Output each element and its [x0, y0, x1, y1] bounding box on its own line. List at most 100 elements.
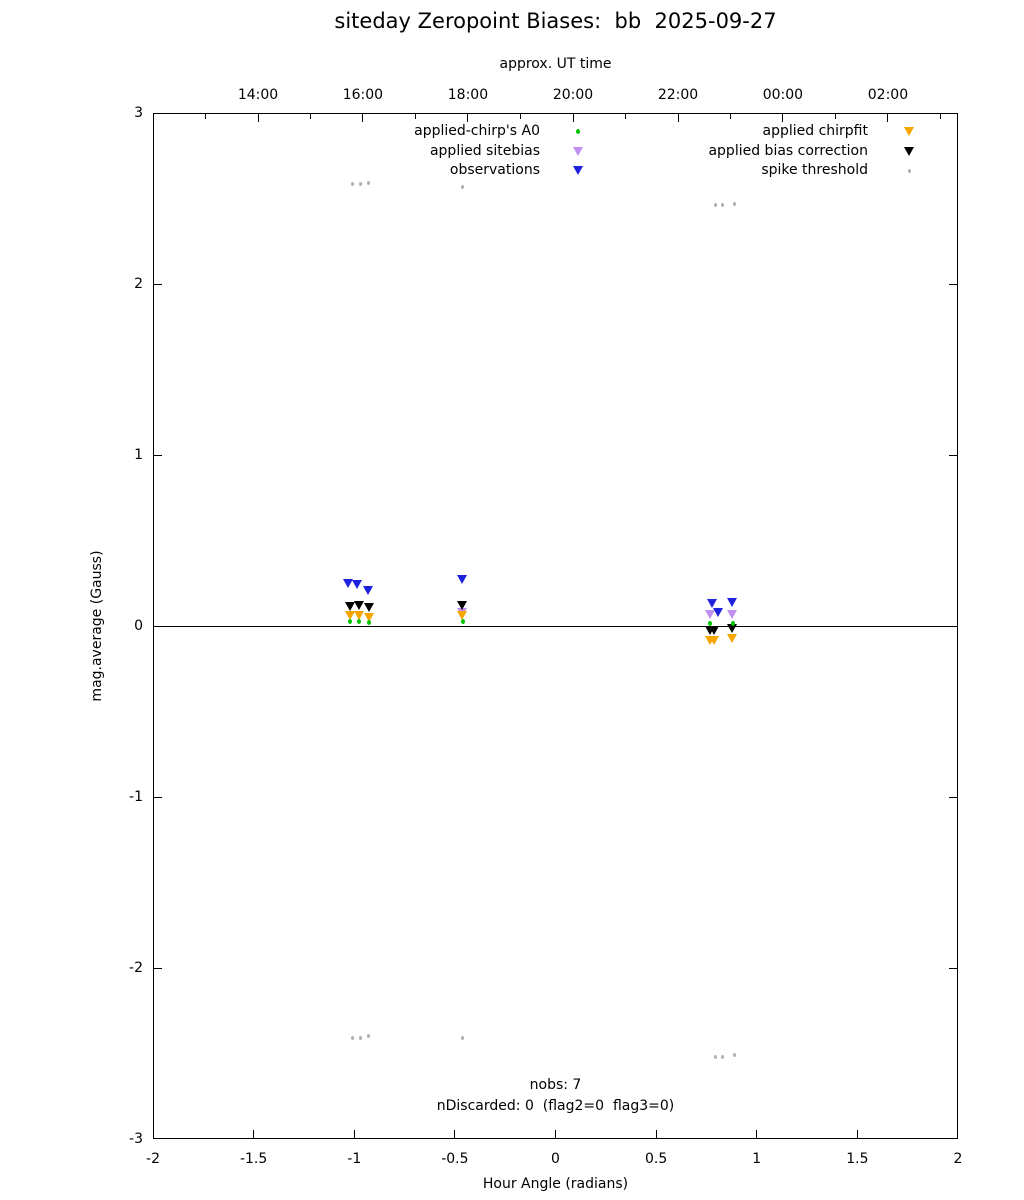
- y-tick-label: -3: [129, 1131, 143, 1147]
- marker-chirpfit: [344, 611, 355, 621]
- x-tick-label: -2: [146, 1151, 160, 1167]
- y-tick-mirror: [949, 283, 957, 285]
- y-tick-label: -2: [129, 960, 143, 976]
- y-tick-mirror: [949, 796, 957, 798]
- marker-spike: [358, 1036, 362, 1041]
- marker-observations: [457, 575, 468, 585]
- ut-tick: [257, 114, 259, 122]
- zero-line: [153, 625, 958, 627]
- y-tick: [154, 967, 162, 969]
- marker-chirpfit: [727, 634, 738, 644]
- legend-marker-sitebias: [572, 146, 583, 156]
- marker-chirpfit: [353, 611, 364, 621]
- marker-spike: [461, 184, 465, 189]
- ut-tick-label: 22:00: [657, 87, 699, 103]
- x-tick-label: -1: [347, 1151, 362, 1167]
- marker-a0: [708, 620, 713, 626]
- marker-biascorr: [344, 601, 355, 611]
- marker-spike: [350, 1036, 354, 1041]
- ut-tick: [519, 114, 521, 119]
- ndiscarded-annotation: nDiscarded: 0 (flag2=0 flag3=0): [436, 1098, 675, 1114]
- ut-tick-label: 14:00: [237, 87, 279, 103]
- legend-label-observations: observations: [449, 162, 540, 178]
- marker-observations: [706, 599, 717, 609]
- marker-spike: [461, 1036, 465, 1041]
- marker-observations: [342, 578, 353, 588]
- marker-a0: [357, 619, 362, 625]
- x-tick: [253, 1130, 255, 1138]
- x-tick: [454, 1130, 456, 1138]
- x-tick: [756, 1130, 758, 1138]
- marker-observations: [727, 597, 738, 607]
- marker-a0: [460, 619, 465, 625]
- x-tick: [856, 1130, 858, 1138]
- nobs-annotation: nobs: 7: [529, 1077, 582, 1093]
- y-tick: [154, 454, 162, 456]
- y-tick-label: 1: [134, 447, 143, 463]
- x-tick-label: -0.5: [441, 1151, 469, 1167]
- ut-tick: [310, 114, 312, 119]
- marker-observations: [362, 585, 373, 595]
- ut-tick: [677, 114, 679, 122]
- ut-tick-label: 16:00: [342, 87, 384, 103]
- legend-marker-chirpfit: [903, 127, 914, 136]
- legend-label-chirpfit: applied chirpfit: [762, 123, 869, 139]
- ut-tick: [834, 114, 836, 119]
- ut-tick: [730, 114, 732, 119]
- ut-tick: [625, 114, 627, 119]
- legend-label-a0: applied-chirp's A0: [414, 123, 540, 139]
- legend-label-spike: spike threshold: [761, 162, 868, 178]
- marker-spike: [366, 181, 370, 186]
- x-tick: [353, 1130, 355, 1138]
- x-axis-label: Hour Angle (radians): [482, 1176, 629, 1192]
- x-tick-label: 0: [551, 1151, 560, 1167]
- marker-spike: [713, 203, 717, 208]
- marker-spike: [358, 181, 362, 186]
- ut-tick: [467, 114, 469, 122]
- y-tick-label: 0: [134, 618, 143, 634]
- marker-spike: [721, 1054, 725, 1059]
- y-tick-mirror: [949, 967, 957, 969]
- x-tick-label: -1.5: [239, 1151, 268, 1167]
- marker-spike: [733, 1053, 737, 1058]
- legend-marker-a0: [576, 129, 580, 134]
- marker-biascorr: [727, 624, 738, 634]
- ut-tick-label: 00:00: [762, 87, 804, 103]
- marker-spike: [721, 203, 725, 208]
- marker-spike: [733, 201, 737, 206]
- y-tick-mirror: [949, 454, 957, 456]
- marker-observations: [713, 607, 723, 617]
- marker-biascorr: [353, 600, 364, 610]
- marker-sitebias: [704, 610, 715, 620]
- marker-spike: [713, 1054, 717, 1059]
- ut-tick: [939, 114, 941, 119]
- legend-label-sitebias: applied sitebias: [429, 142, 540, 159]
- ut-tick-label: 20:00: [552, 87, 594, 103]
- marker-a0: [730, 620, 735, 626]
- y-tick-label: 2: [134, 276, 143, 292]
- marker-chirpfit: [457, 611, 468, 621]
- legend-label-biascorr: applied bias correction: [708, 142, 868, 159]
- x-tick-label: 1: [752, 1151, 762, 1167]
- marker-a0: [367, 620, 372, 626]
- marker-spike: [366, 1034, 370, 1039]
- ut-tick: [782, 114, 784, 122]
- legend-marker-biascorr: [903, 146, 914, 156]
- x-tick-label: 1.5: [846, 1151, 869, 1167]
- ut-tick: [414, 114, 416, 119]
- ut-tick-label: 02:00: [867, 87, 909, 103]
- marker-biascorr: [708, 625, 719, 635]
- ut-tick: [362, 114, 364, 122]
- marker-observations: [351, 579, 362, 589]
- x-tick-label: 0.5: [644, 1151, 668, 1167]
- ut-tick: [205, 114, 207, 119]
- y-tick: [154, 796, 162, 798]
- ut-tick: [887, 114, 889, 122]
- marker-biascorr: [457, 600, 468, 610]
- ut-tick-label: 18:00: [447, 87, 489, 103]
- legend-marker-spike: [907, 168, 911, 173]
- marker-spike: [350, 181, 354, 186]
- top-axis-label: approx. UT time: [499, 56, 612, 72]
- x-tick: [655, 1130, 657, 1138]
- plot-title: siteday Zeropoint Biases: bb 2025-09-27: [334, 9, 777, 33]
